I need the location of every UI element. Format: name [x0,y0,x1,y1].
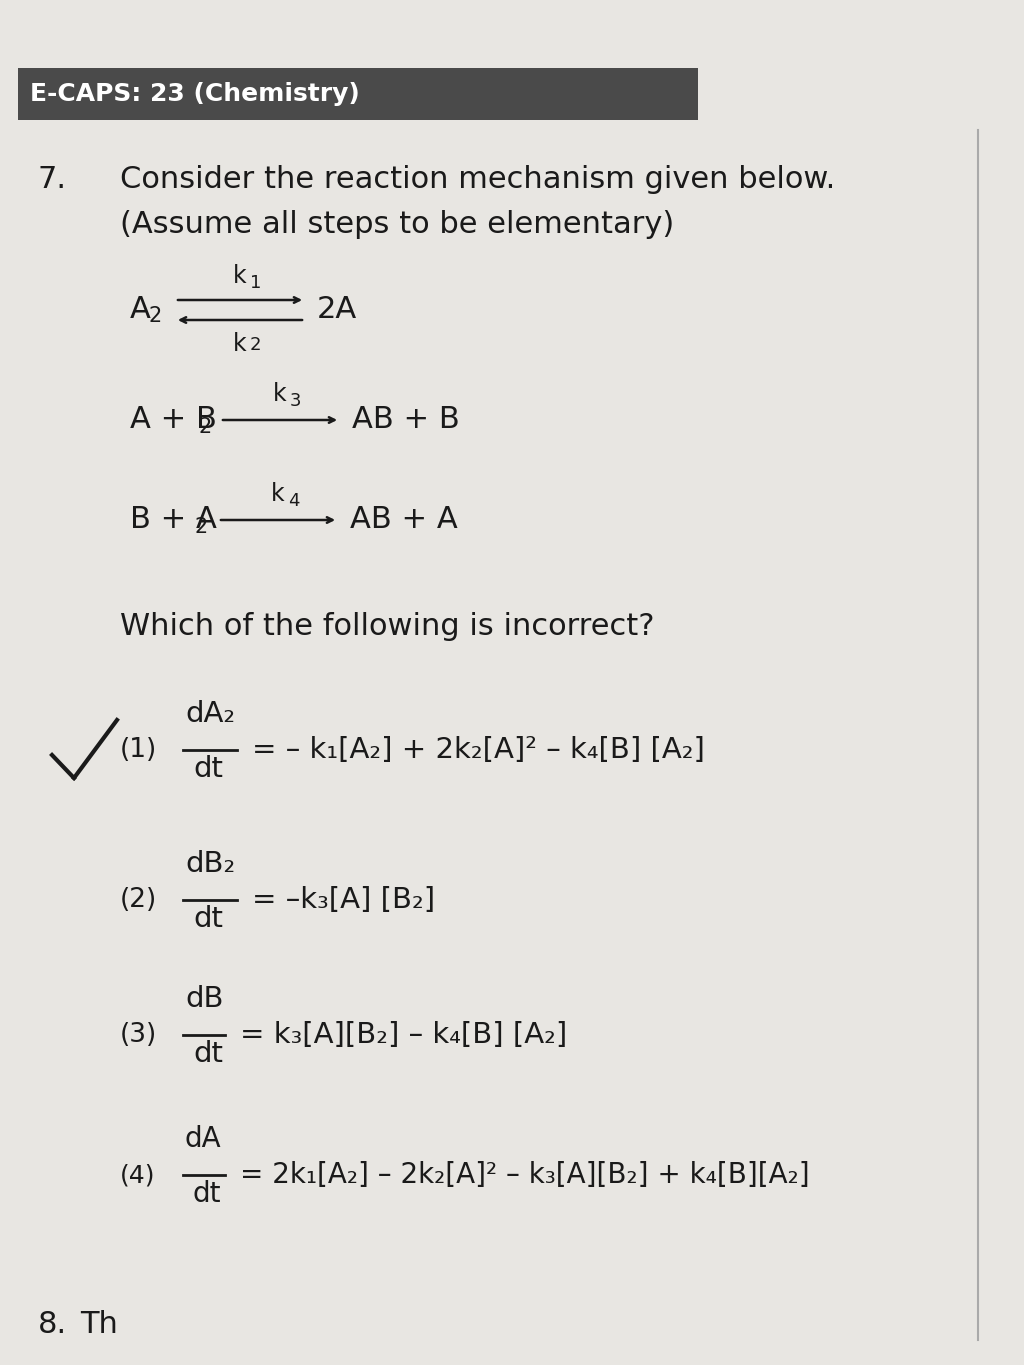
Text: B + A: B + A [130,505,217,535]
Text: A: A [130,295,151,325]
Text: Th: Th [80,1310,118,1339]
Text: dA₂: dA₂ [185,700,236,728]
Text: 2: 2 [198,416,211,437]
Text: (Assume all steps to be elementary): (Assume all steps to be elementary) [120,210,674,239]
Text: (4): (4) [120,1163,156,1188]
Text: AB + A: AB + A [350,505,458,535]
Text: Which of the following is incorrect?: Which of the following is incorrect? [120,612,654,642]
Text: dB: dB [185,986,223,1013]
Text: dt: dt [193,1179,221,1208]
Text: 2A: 2A [317,295,357,325]
Text: k: k [233,263,247,288]
Text: = – k₁[A₂] + 2k₂[A]² – k₄[B] [A₂]: = – k₁[A₂] + 2k₂[A]² – k₄[B] [A₂] [252,736,705,764]
Text: dB₂: dB₂ [185,850,236,878]
Text: 8.: 8. [38,1310,68,1339]
Text: 2: 2 [250,336,261,354]
Text: (2): (2) [120,887,158,913]
Text: = 2k₁[A₂] – 2k₂[A]² – k₃[A][B₂] + k₄[B][A₂]: = 2k₁[A₂] – 2k₂[A]² – k₃[A][B₂] + k₄[B][… [240,1162,810,1189]
Text: k: k [233,332,247,356]
Text: 4: 4 [288,491,299,511]
Text: AB + B: AB + B [352,405,460,434]
Text: 2: 2 [148,306,161,326]
Text: A + B: A + B [130,405,217,434]
Text: (1): (1) [120,737,158,763]
Text: (3): (3) [120,1022,158,1048]
Text: k: k [271,482,285,506]
Text: = k₃[A][B₂] – k₄[B] [A₂]: = k₃[A][B₂] – k₄[B] [A₂] [240,1021,567,1048]
Text: 3: 3 [290,392,301,410]
Text: dt: dt [193,905,223,934]
Text: k: k [273,382,287,405]
Text: dt: dt [193,1040,223,1067]
Bar [18,68,698,120]
Text: 2: 2 [195,517,208,536]
Text: Consider the reaction mechanism given below.: Consider the reaction mechanism given be… [120,165,836,194]
Text: E-CAPS: 23 (Chemistry): E-CAPS: 23 (Chemistry) [30,82,359,106]
Text: = –k₃[A] [B₂]: = –k₃[A] [B₂] [252,886,435,915]
Text: 7.: 7. [38,165,67,194]
Text: dt: dt [193,755,223,784]
Text: dA: dA [185,1125,221,1153]
Text: 1: 1 [250,274,261,292]
